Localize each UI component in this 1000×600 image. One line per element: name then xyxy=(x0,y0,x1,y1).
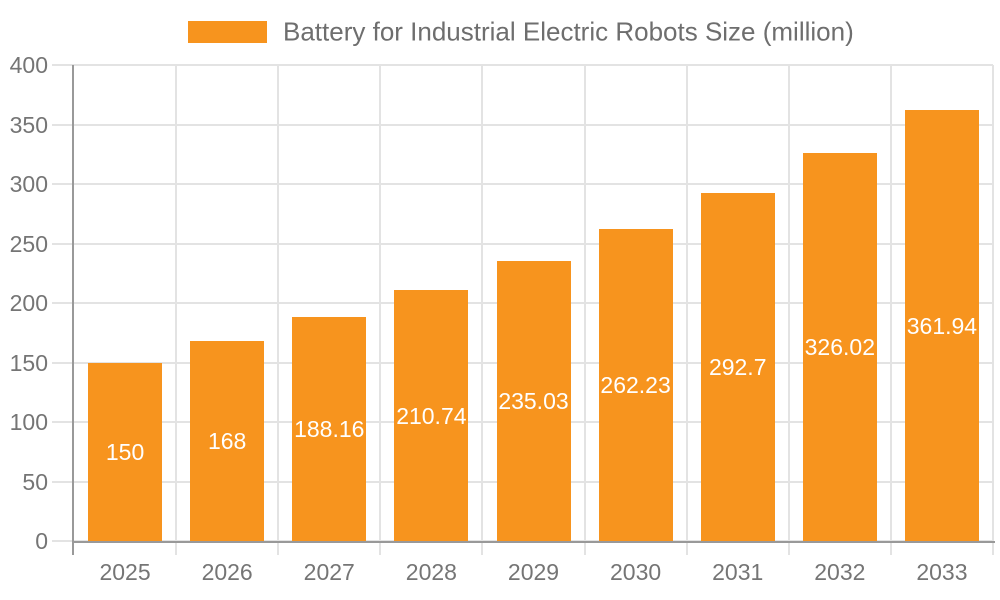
x-axis-tick xyxy=(379,543,382,555)
y-axis-line xyxy=(72,65,74,555)
x-gridline xyxy=(481,65,484,541)
x-gridline xyxy=(277,65,280,541)
y-axis-tick xyxy=(52,540,74,542)
y-axis-tick xyxy=(52,123,74,126)
y-axis-tick-label: 200 xyxy=(9,290,48,316)
bar-value-label: 326.02 xyxy=(804,334,875,361)
x-gridline xyxy=(889,65,892,541)
bar-2026[interactable] xyxy=(190,341,265,541)
y-axis-tick xyxy=(52,242,74,245)
bar-2033[interactable] xyxy=(904,110,979,541)
x-axis-category-label: 2028 xyxy=(405,559,457,585)
x-axis-category-label: 2029 xyxy=(507,559,560,585)
y-axis-tick xyxy=(52,480,74,483)
x-gridline xyxy=(379,65,382,541)
y-gridline xyxy=(74,183,993,185)
bar-2032[interactable] xyxy=(802,153,877,541)
y-axis-tick-label: 300 xyxy=(9,171,48,197)
bar-2031[interactable] xyxy=(700,192,775,541)
x-axis-tick xyxy=(685,543,688,555)
y-axis-tick-label: 100 xyxy=(9,409,48,435)
x-gridline xyxy=(992,65,994,541)
bar-value-label: 262.23 xyxy=(600,371,671,398)
x-axis-tick xyxy=(992,543,994,555)
x-axis-tick xyxy=(277,543,280,555)
bar-value-label: 168 xyxy=(207,428,247,455)
x-gridline xyxy=(685,65,688,541)
y-axis-tick xyxy=(52,183,74,185)
y-gridline xyxy=(74,64,993,66)
x-axis-category-label: 2026 xyxy=(201,559,253,585)
bar-2028[interactable] xyxy=(394,290,469,541)
y-axis-tick-label: 400 xyxy=(9,52,48,78)
y-axis-tick-label: 50 xyxy=(22,468,48,495)
y-axis-tick-label: 150 xyxy=(9,349,48,376)
x-axis-tick xyxy=(583,543,586,555)
x-axis-tick xyxy=(481,543,484,555)
y-axis-tick-label: 250 xyxy=(9,230,48,257)
x-axis-category-label: 2025 xyxy=(99,559,151,585)
bar-value-label: 188.16 xyxy=(294,416,365,443)
bar-value-label: 235.03 xyxy=(498,388,569,415)
y-axis-tick xyxy=(52,64,74,66)
x-axis-category-label: 2027 xyxy=(303,559,355,585)
x-axis-tick xyxy=(175,543,178,555)
bar-value-label: 210.74 xyxy=(396,402,467,429)
x-axis-category-label: 2032 xyxy=(814,559,866,585)
x-axis-tick xyxy=(889,543,892,555)
bar-2029[interactable] xyxy=(496,261,571,541)
legend-swatch xyxy=(188,21,267,43)
bar-2025[interactable] xyxy=(88,362,163,541)
x-gridline xyxy=(175,65,178,541)
y-axis-tick xyxy=(52,302,74,304)
y-axis-tick xyxy=(52,421,74,423)
legend-label: Battery for Industrial Electric Robots S… xyxy=(283,16,854,47)
x-axis-tick xyxy=(787,543,790,555)
y-gridline xyxy=(74,123,993,126)
x-axis-category-label: 2031 xyxy=(712,559,764,585)
x-gridline xyxy=(787,65,790,541)
x-axis-category-label: 2030 xyxy=(610,559,662,585)
x-gridline xyxy=(583,65,586,541)
bar-value-label: 292.7 xyxy=(708,353,767,380)
bar-2027[interactable] xyxy=(292,317,367,541)
y-axis-tick xyxy=(52,361,74,364)
y-axis-tick-label: 350 xyxy=(9,111,48,138)
y-gridline xyxy=(74,242,993,245)
x-axis-line xyxy=(74,541,995,543)
legend[interactable]: Battery for Industrial Electric Robots S… xyxy=(0,0,1000,55)
bar-value-label: 361.94 xyxy=(906,312,978,339)
bar-2030[interactable] xyxy=(598,228,673,541)
bar-value-label: 150 xyxy=(105,438,145,465)
y-axis-tick-label: 0 xyxy=(35,528,48,554)
x-axis-category-label: 2033 xyxy=(916,559,968,585)
